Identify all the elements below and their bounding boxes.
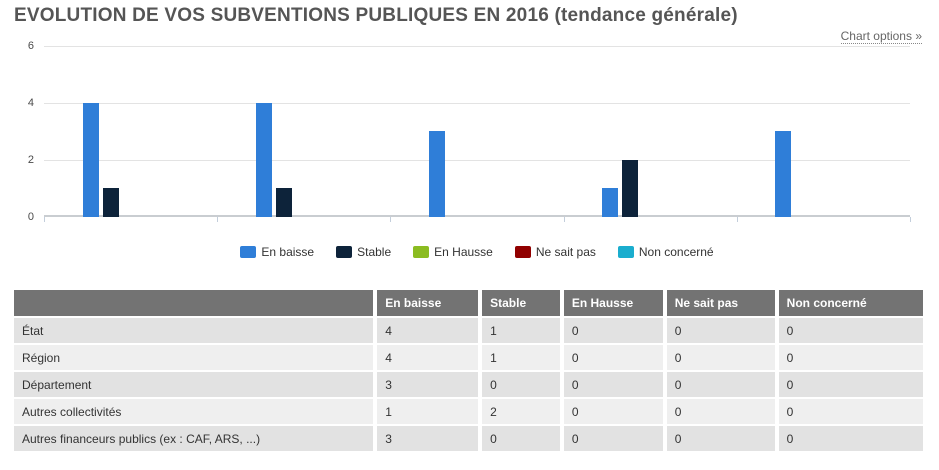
row-label: Autres collectivités: [14, 399, 374, 424]
legend-label: En baisse: [261, 245, 315, 259]
row-label: Département: [14, 372, 374, 397]
cell-etat-ne-sait-pas: 0: [666, 318, 775, 343]
cell-departement-en-baisse: 3: [377, 372, 479, 397]
table-body: État 4 1 0 0 0 Région 4 1 0 0 0 Département 3 0 0 0 0 Autr…: [14, 318, 923, 451]
legend-swatch-en-baisse: [240, 246, 257, 258]
cell-autres-financeurs-publics-ex-caf-ars-ne-sait-pas: 0: [666, 426, 775, 451]
bar-en-baisse-autres-financeurs-publics-ex-caf-ars[interactable]: [775, 131, 791, 217]
table-row-region: Région 4 1 0 0 0: [14, 345, 923, 370]
cell-region-ne-sait-pas: 0: [666, 345, 775, 370]
cell-etat-stable: 1: [482, 318, 560, 343]
chart-plot-area: [44, 46, 911, 222]
gridline-y-6: [44, 46, 910, 47]
x-axis-tick: [390, 217, 391, 222]
cell-region-en-hausse: 0: [563, 345, 663, 370]
legend-item-non-concerne[interactable]: Non concerné: [617, 245, 714, 259]
legend-swatch-en-hausse: [413, 246, 430, 258]
x-axis-tick: [217, 217, 218, 222]
table-row-autres-collectivites: Autres collectivités 1 2 0 0 0: [14, 399, 923, 424]
row-label: Région: [14, 345, 374, 370]
cell-etat-en-hausse: 0: [563, 318, 663, 343]
legend-item-ne-sait-pas[interactable]: Ne sait pas: [514, 245, 596, 259]
row-label: État: [14, 318, 374, 343]
x-axis-tick: [564, 217, 565, 222]
cell-autres-collectivites-non-concerne: 0: [778, 399, 923, 424]
table-corner-header: [14, 290, 374, 316]
bar-en-baisse-departement[interactable]: [429, 131, 445, 217]
cell-autres-collectivites-en-hausse: 0: [563, 399, 663, 424]
legend-swatch-non-concerne: [617, 246, 634, 258]
legend-item-en-baisse[interactable]: En baisse: [240, 245, 314, 259]
x-axis-tick: [737, 217, 738, 222]
cell-autres-financeurs-publics-ex-caf-ars-stable: 0: [482, 426, 560, 451]
legend-label: Stable: [357, 245, 392, 259]
cell-autres-financeurs-publics-ex-caf-ars-en-hausse: 0: [563, 426, 663, 451]
legend-label: Ne sait pas: [535, 245, 596, 259]
column-header-en-hausse: En Hausse: [563, 290, 663, 316]
legend-item-en-hausse[interactable]: En Hausse: [413, 245, 493, 259]
cell-region-en-baisse: 4: [377, 345, 479, 370]
subventions-table: En baisse Stable En Hausse Ne sait pas Non c…: [10, 288, 927, 453]
page-title: EVOLUTION DE VOS SUBVENTIONS PUBLIQUES E…: [14, 5, 738, 26]
cell-autres-financeurs-publics-ex-caf-ars-en-baisse: 3: [377, 426, 479, 451]
cell-etat-en-baisse: 4: [377, 318, 479, 343]
cell-region-non-concerne: 0: [778, 345, 923, 370]
cell-departement-ne-sait-pas: 0: [666, 372, 775, 397]
cell-autres-financeurs-publics-ex-caf-ars-non-concerne: 0: [778, 426, 923, 451]
table-row-autres-financeurs-publics-ex-caf-ars: Autres financeurs publics (ex : CAF, ARS…: [14, 426, 923, 451]
column-header-non-concerne: Non concerné: [778, 290, 923, 316]
table-row-etat: État 4 1 0 0 0: [14, 318, 923, 343]
column-header-stable: Stable: [482, 290, 560, 316]
legend-label: En Hausse: [434, 245, 493, 259]
cell-autres-collectivites-en-baisse: 1: [377, 399, 479, 424]
column-header-ne-sait-pas: Ne sait pas: [666, 290, 775, 316]
bar-stable-etat[interactable]: [103, 188, 119, 217]
cell-departement-stable: 0: [482, 372, 560, 397]
cell-region-stable: 1: [482, 345, 560, 370]
column-header-en-baisse: En baisse: [377, 290, 479, 316]
gridline-y-2: [44, 160, 910, 161]
legend-item-stable[interactable]: Stable: [336, 245, 391, 259]
bar-en-baisse-etat[interactable]: [83, 103, 99, 217]
cell-etat-non-concerne: 0: [778, 318, 923, 343]
bar-stable-region[interactable]: [276, 188, 292, 217]
cell-departement-en-hausse: 0: [563, 372, 663, 397]
y-axis-label-0: 0: [27, 211, 34, 223]
subventions-bar-chart: En baisse Stable En Hausse Ne sait pas Non c…: [27, 40, 911, 261]
x-axis-line: [44, 215, 910, 217]
cell-departement-non-concerne: 0: [778, 372, 923, 397]
legend-label: Non concerné: [638, 245, 714, 259]
y-axis-label-4: 4: [27, 97, 34, 109]
legend-swatch-ne-sait-pas: [514, 246, 531, 258]
bar-stable-autres-collectivites[interactable]: [622, 160, 638, 217]
y-axis-label-6: 6: [27, 40, 34, 52]
y-axis-label-2: 2: [27, 154, 34, 166]
cell-autres-collectivites-ne-sait-pas: 0: [666, 399, 775, 424]
table-header: En baisse Stable En Hausse Ne sait pas Non c…: [14, 290, 923, 316]
x-axis-tick: [44, 217, 45, 222]
gridline-y-4: [44, 103, 910, 104]
chart-legend: En baisse Stable En Hausse Ne sait pas Non c…: [44, 243, 910, 261]
legend-swatch-stable: [336, 246, 353, 258]
table-row-departement: Département 3 0 0 0 0: [14, 372, 923, 397]
table-header-row: En baisse Stable En Hausse Ne sait pas Non c…: [14, 290, 923, 316]
chart-options-link[interactable]: Chart options »: [840, 29, 922, 44]
row-label: Autres financeurs publics (ex : CAF, ARS…: [14, 426, 374, 451]
bar-en-baisse-autres-collectivites[interactable]: [602, 188, 618, 217]
x-axis-tick: [910, 217, 911, 222]
cell-autres-collectivites-stable: 2: [482, 399, 560, 424]
bar-en-baisse-region[interactable]: [256, 103, 272, 217]
